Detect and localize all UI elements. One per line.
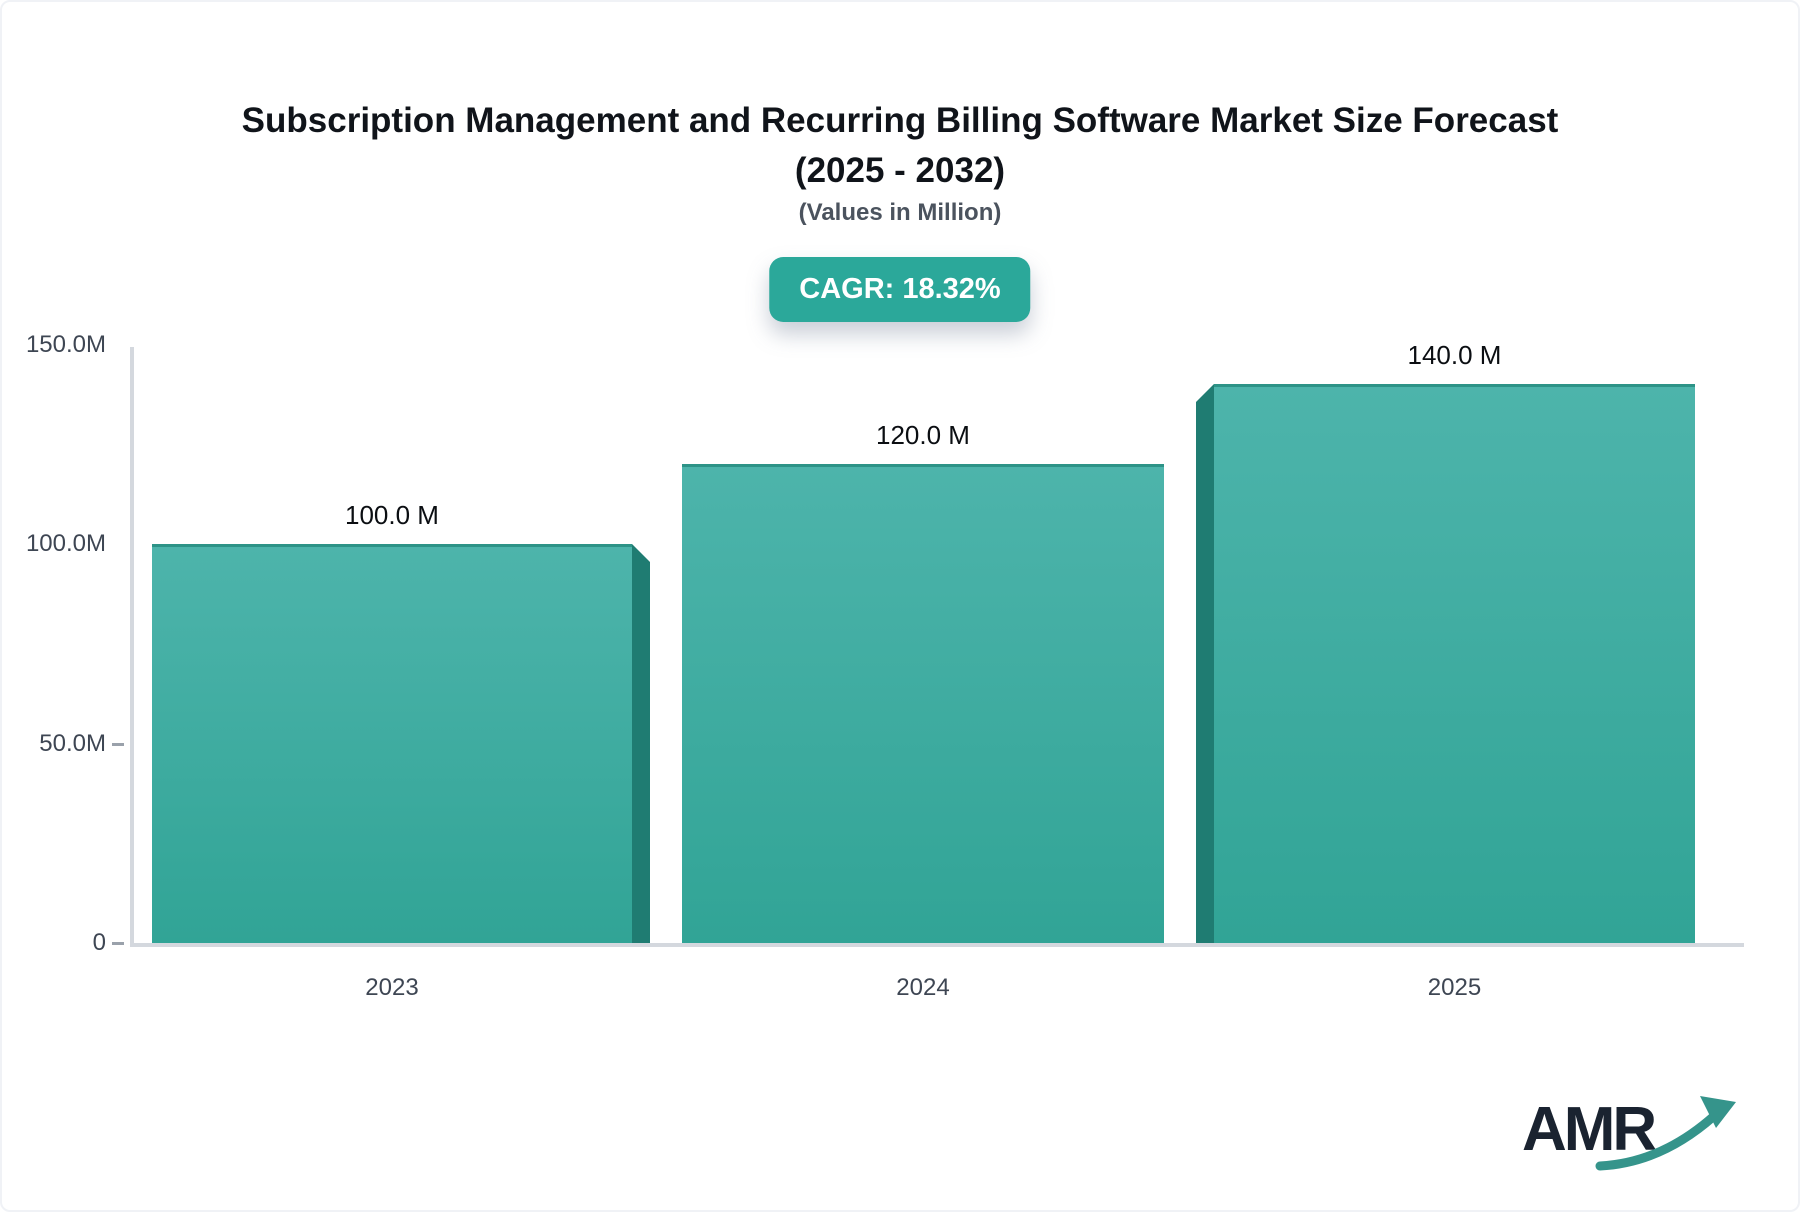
bar-2025[interactable]: [1214, 384, 1695, 943]
chart-subtitle: (Values in Million): [798, 199, 1002, 226]
x-axis-label-2024: 2024: [896, 974, 950, 1001]
x-axis-label-2025: 2025: [1427, 974, 1482, 1001]
amr-logo-arrow-head: [1700, 1096, 1736, 1128]
bar-2024[interactable]: [682, 464, 1164, 943]
x-axis-label-2023: 2023: [365, 974, 419, 1001]
y-axis-line: [130, 347, 134, 947]
bar-value-label-2023: 100.0 M: [345, 500, 439, 530]
y-axis-label: 50.0M: [39, 729, 106, 757]
amr-logo-graphic: AMR: [1522, 1095, 1736, 1171]
y-axis-label: 0: [92, 929, 106, 956]
chart-title-line1: Subscription Management and Recurring Bi…: [241, 101, 1559, 140]
bar-bevel-2025: [1196, 384, 1214, 943]
bar-2023[interactable]: [152, 544, 632, 943]
amr-logo: AMR: [1522, 1090, 1762, 1174]
x-axis-line: [130, 943, 1744, 947]
y-axis-tick: [112, 742, 124, 746]
amr-logo-arrow-swoosh: [1595, 1111, 1719, 1171]
y-axis-label: 150.0M: [25, 330, 106, 358]
bar-bevel-2023: [632, 544, 650, 943]
bar-value-label-2025: 140.0 M: [1407, 340, 1502, 370]
chart-title-line2: (2025 - 2032): [794, 151, 1006, 190]
y-axis-label: 100.0M: [25, 530, 106, 557]
y-axis-tick: [112, 942, 124, 945]
bar-value-label-2024: 120.0 M: [876, 420, 970, 450]
amr-logo-text: AMR: [1522, 1095, 1656, 1164]
chart-title: Subscription Management and Recurring Bi…: [2, 96, 1798, 196]
cagr-badge: CAGR: 18.32%: [769, 257, 1031, 322]
